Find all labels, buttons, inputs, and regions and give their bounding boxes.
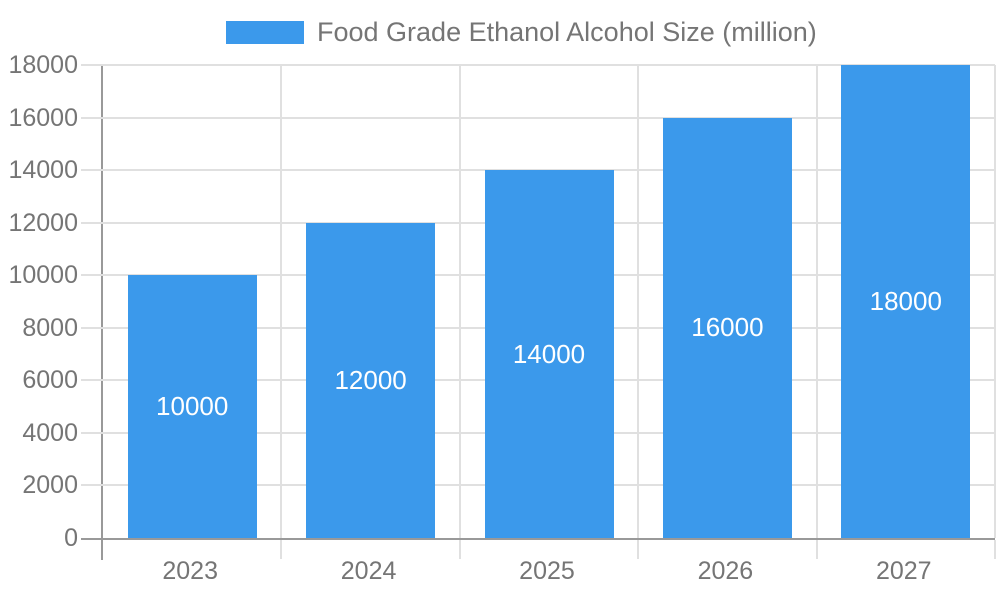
bar-value-label: 12000: [334, 364, 407, 395]
y-axis-label-18000: 18000: [8, 51, 78, 79]
y-tick-10000: [81, 274, 103, 277]
y-tick-14000: [81, 169, 103, 172]
bar-value-label: 16000: [691, 312, 764, 343]
gridline-x-1: [280, 65, 283, 538]
bar-2025[interactable]: 14000: [484, 170, 614, 538]
x-axis-label-2023: 2023: [162, 557, 218, 585]
x-tick-2: [458, 540, 461, 559]
y-tick-12000: [81, 221, 103, 224]
x-tick-4: [815, 540, 818, 559]
gridline-x-3: [637, 65, 640, 538]
y-axis-label-4000: 4000: [22, 418, 78, 447]
bar-2026[interactable]: 16000: [662, 117, 792, 538]
legend-label: Food Grade Ethanol Alcohol Size (million…: [317, 17, 817, 47]
gridline-x-2: [458, 65, 461, 538]
bar-2027[interactable]: 18000: [841, 65, 971, 538]
y-tick-2000: [81, 484, 103, 487]
y-axis-label-0: 0: [64, 524, 78, 552]
bar-value-label: 18000: [869, 286, 942, 316]
bar-value-label: 14000: [512, 338, 586, 369]
y-tick-0: [81, 538, 103, 540]
legend-swatch: [226, 21, 304, 44]
y-tick-16000: [81, 116, 103, 119]
plot-area: 10000 12000 14000 16000 18000: [81, 64, 996, 560]
gridline-y-14000: [103, 169, 995, 172]
x-axis-label-2027: 2027: [875, 557, 932, 585]
y-tick-4000: [81, 431, 103, 434]
gridline-x-4: [815, 65, 818, 538]
x-axis-label-2024: 2024: [340, 557, 397, 585]
y-axis-label-8000: 8000: [22, 313, 78, 342]
gridline-y-16000: [103, 116, 995, 119]
y-axis-label-14000: 14000: [8, 156, 78, 185]
y-axis-label-2000: 2000: [22, 471, 78, 500]
y-axis-label-10000: 10000: [8, 261, 78, 290]
bar-value-label: 10000: [156, 391, 229, 422]
x-tick-5: [994, 540, 996, 559]
y-axis-extension: [101, 540, 103, 560]
y-axis-label-16000: 16000: [8, 103, 78, 132]
x-axis-label-2025: 2025: [519, 557, 575, 585]
y-axis-label-6000: 6000: [22, 366, 78, 395]
gridline-x-5: [994, 65, 996, 538]
x-tick-1: [280, 540, 283, 559]
y-axis-label-12000: 12000: [8, 208, 78, 237]
x-axis-label-2026: 2026: [697, 557, 754, 585]
x-tick-3: [637, 540, 640, 559]
bar-2024[interactable]: 12000: [306, 222, 436, 538]
y-tick-6000: [81, 379, 103, 382]
gridline-y-18000: [103, 64, 995, 66]
legend-item[interactable]: Food Grade Ethanol Alcohol Size (million…: [226, 17, 817, 47]
y-tick-8000: [81, 326, 103, 329]
bar-2023[interactable]: 10000: [127, 275, 257, 538]
y-tick-18000: [81, 64, 103, 66]
